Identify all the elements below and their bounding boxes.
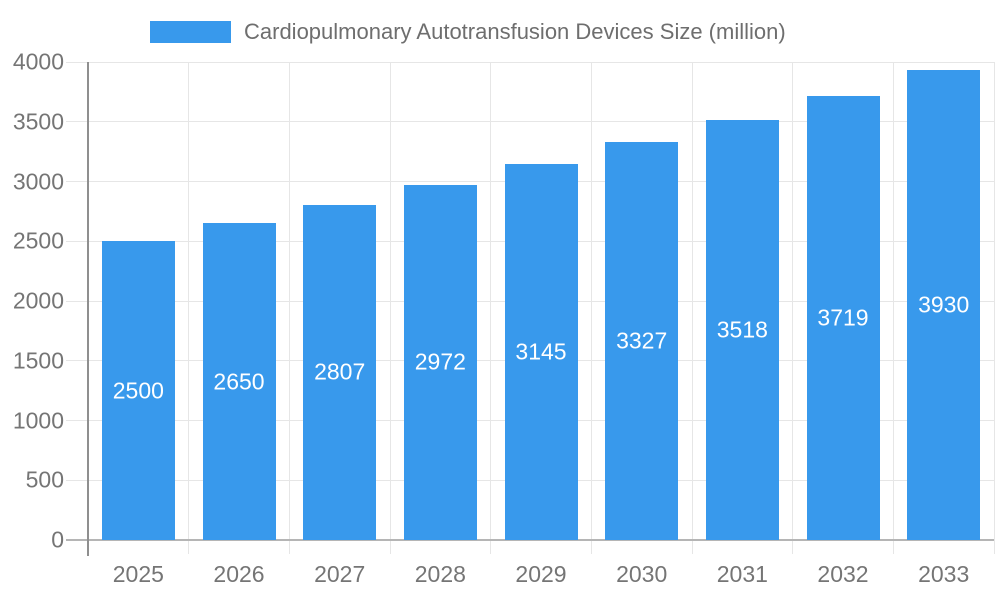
legend-swatch [150,21,231,43]
x-axis-tick-label: 2032 [817,561,869,587]
bar[interactable]: 2807 [303,204,377,540]
bar[interactable]: 3930 [907,70,981,540]
x-axis-tick-label: 2028 [414,561,466,587]
x-axis-tick-label: 2033 [918,561,970,587]
x-axis-tick-label: 2025 [112,561,164,587]
y-axis-tick-label: 500 [25,466,64,493]
y-axis-tick-label: 1000 [12,407,64,433]
plot-area: 2500 2650 2807 2972 3145 3327 3518 3719 3930 0 500… [13,49,995,587]
y-axis-tick-label: 2500 [12,227,64,254]
legend-label: Cardiopulmonary Autotransfusion Devices … [244,19,786,44]
bar-value-label: 3327 [616,327,668,354]
y-axis-tick-label: 4000 [12,48,64,75]
bar-value-label: 3145 [515,338,567,365]
v-gridline [188,62,190,554]
y-axis-tick-label: 3000 [12,168,64,194]
bar[interactable]: 2500 [101,241,175,540]
bar-value-label: 3518 [716,316,768,343]
h-gridline [66,61,994,63]
bar[interactable]: 3518 [705,119,779,540]
bar-value-label: 2650 [213,368,265,395]
x-axis-tick-label: 2031 [716,561,768,587]
y-axis-tick-label: 3500 [12,108,64,135]
x-axis-tick-label: 2027 [314,561,366,587]
bar-value-label: 3930 [918,291,970,318]
bar-value-label: 2807 [314,358,366,385]
bar[interactable]: 3327 [605,142,679,540]
v-gridline [288,62,290,554]
v-gridline [389,62,391,554]
bar[interactable]: 2650 [202,223,276,540]
bar-value-label: 2500 [112,377,164,404]
v-gridline [792,62,794,554]
chart-legend[interactable]: Cardiopulmonary Autotransfusion Devices … [150,21,786,43]
v-gridline [892,62,894,554]
v-gridline [490,62,492,554]
y-axis-tick-label: 2000 [12,287,64,314]
bar[interactable]: 2972 [403,184,477,540]
x-axis-tick-label: 2026 [213,561,265,587]
y-axis-line [87,62,89,556]
h-gridline [66,121,994,123]
v-gridline [590,62,592,554]
bar[interactable]: 3719 [806,95,880,540]
v-gridline [993,62,995,554]
bar[interactable]: 3145 [504,164,578,540]
bar-value-label: 3719 [817,304,869,331]
x-axis-line [66,539,994,541]
bar-value-label: 2972 [414,348,466,375]
v-gridline [691,62,693,554]
x-axis-tick-label: 2029 [515,561,567,587]
y-axis-tick-label: 0 [51,526,64,553]
y-axis-tick-label: 1500 [12,347,64,374]
x-axis-tick-label: 2030 [616,561,668,587]
